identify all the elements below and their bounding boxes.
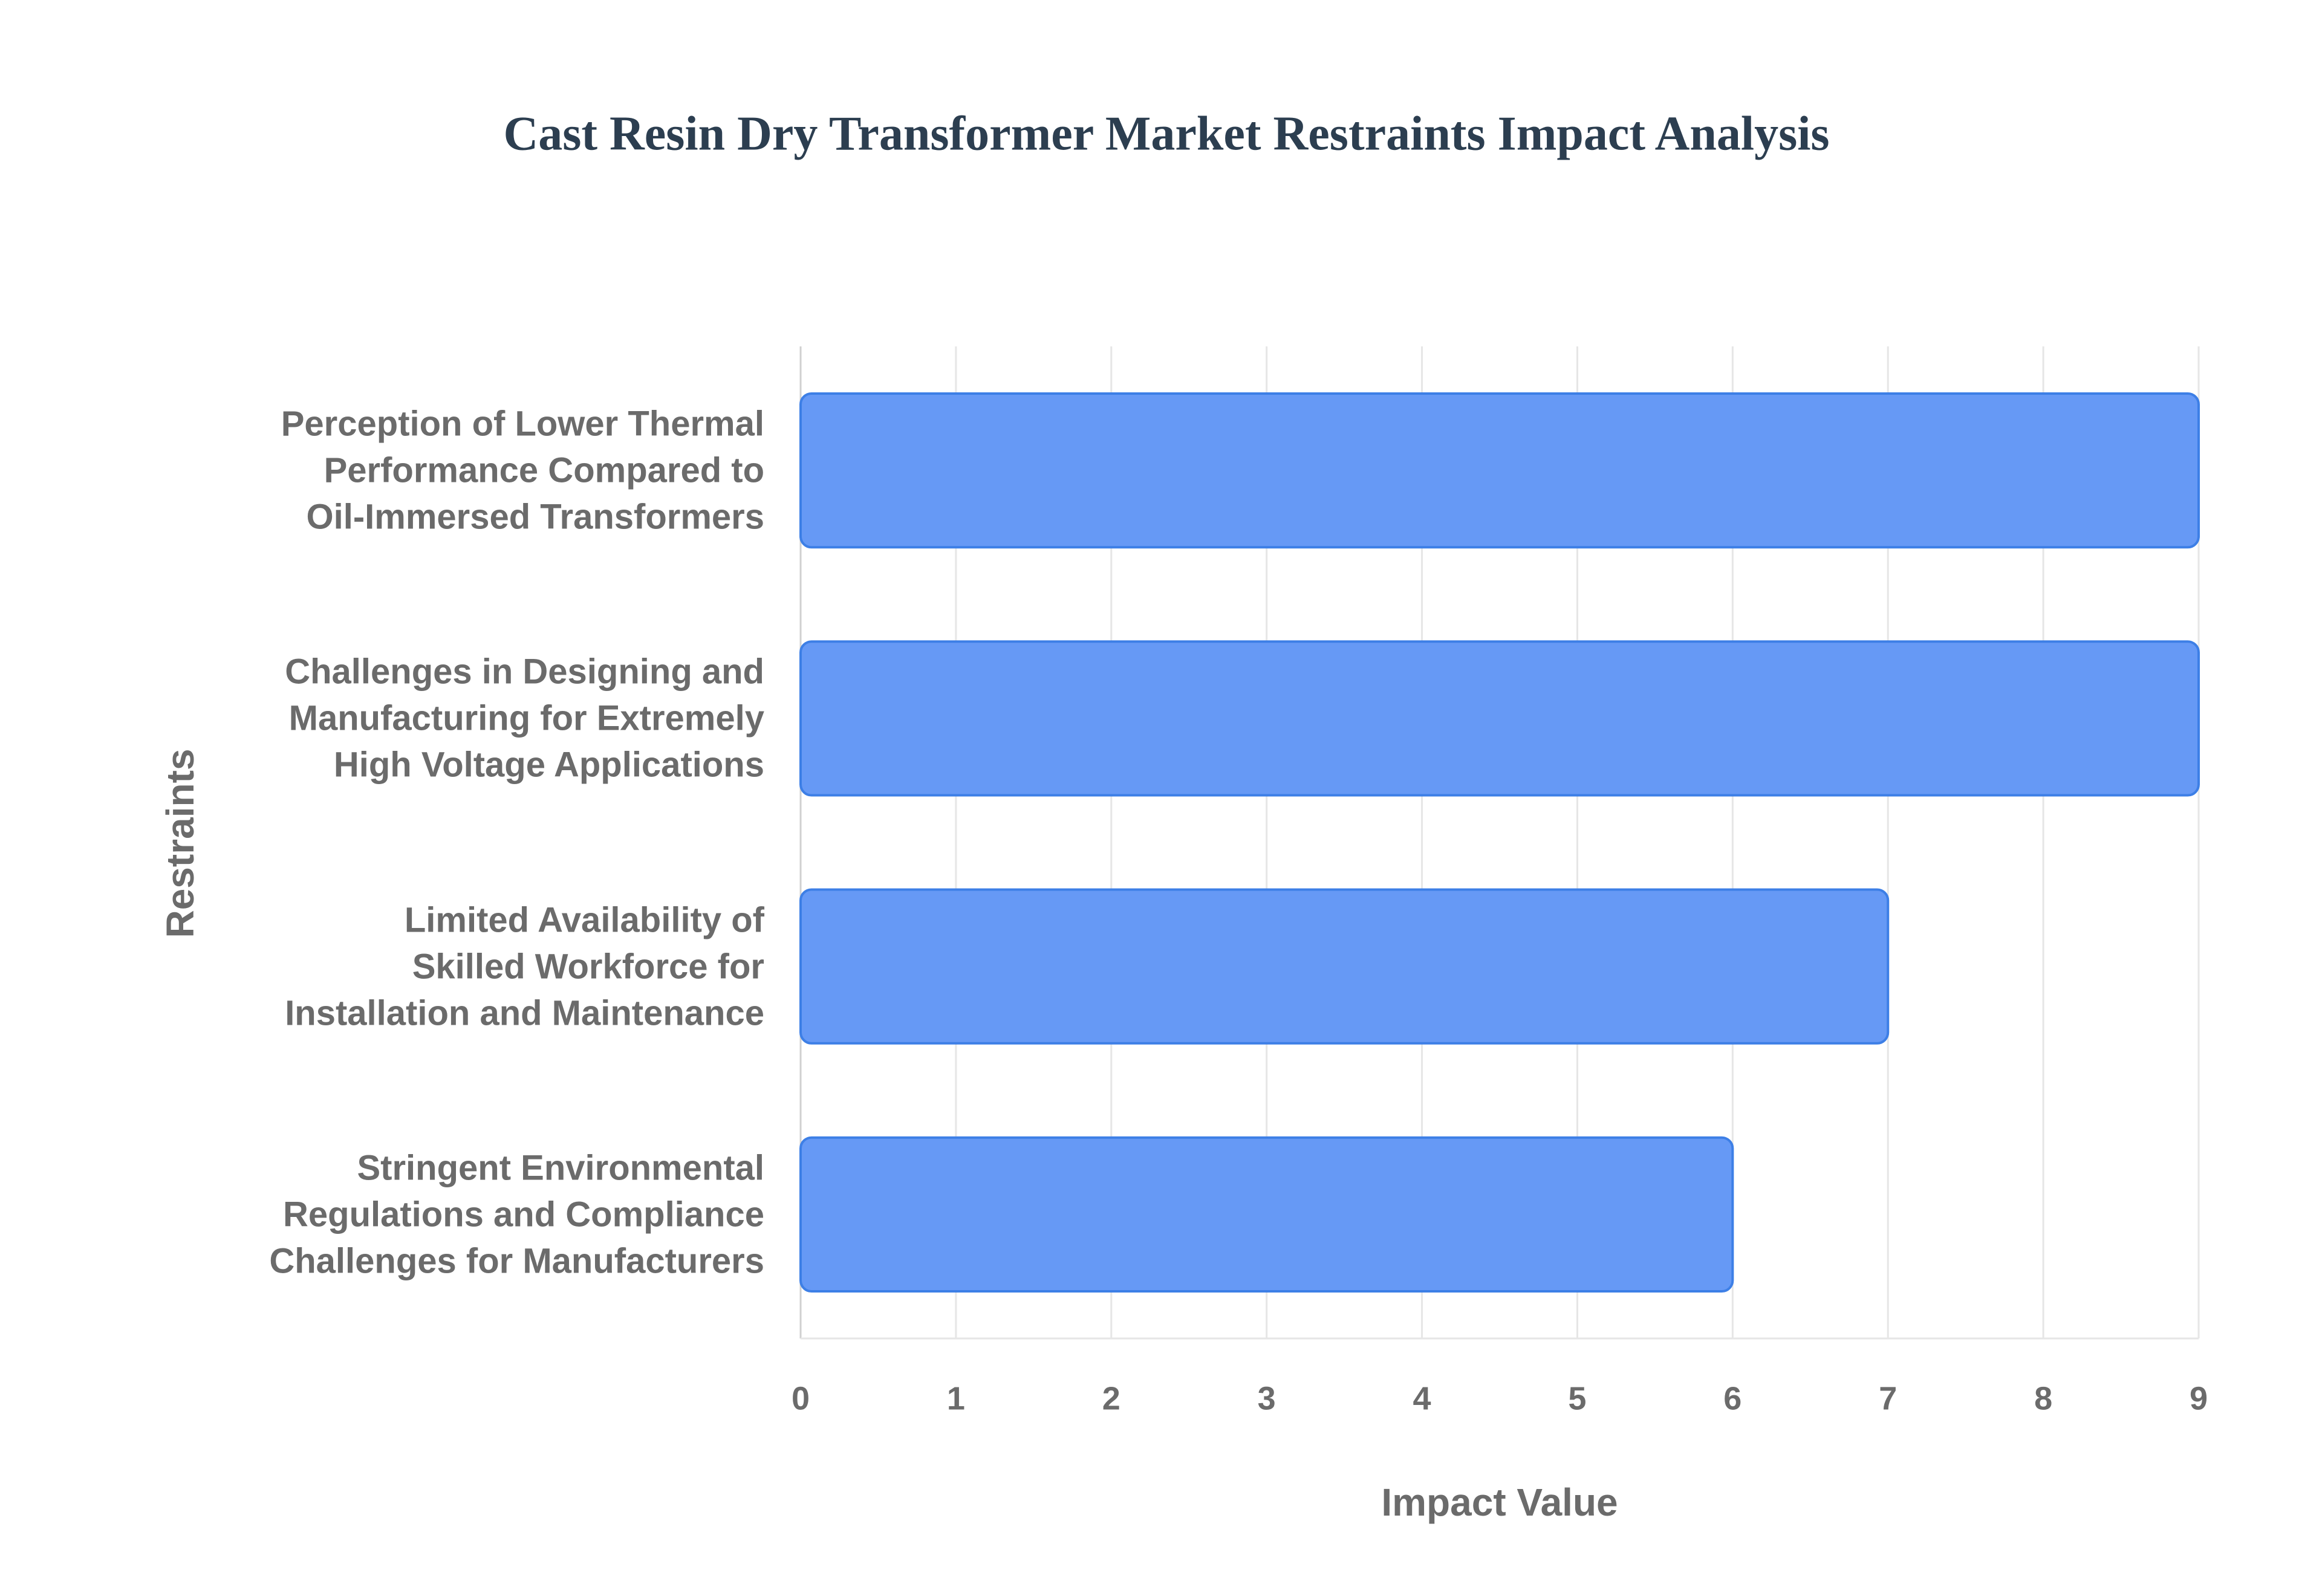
x-tick-label: 5	[1568, 1380, 1586, 1416]
x-tick-label: 1	[947, 1380, 965, 1416]
x-tick-label: 9	[2190, 1380, 2208, 1416]
y-axis-title: Restraints	[158, 749, 202, 938]
bar	[799, 640, 2200, 797]
x-tick-label: 8	[2034, 1380, 2052, 1416]
bar	[799, 392, 2200, 549]
bar	[799, 1136, 1734, 1293]
x-tick-label: 0	[792, 1380, 810, 1416]
x-axis-title: Impact Value	[1381, 1481, 1618, 1524]
y-tick-label: Perception of Lower Thermal Performance …	[281, 404, 764, 537]
x-tick-label: 6	[1723, 1380, 1742, 1416]
x-tick-label: 2	[1102, 1380, 1120, 1416]
x-tick-label: 3	[1258, 1380, 1276, 1416]
chart-title: Cast Resin Dry Transformer Market Restra…	[503, 107, 1829, 160]
bar	[799, 888, 1890, 1045]
y-tick-label: Challenges in Designing and Manufacturin…	[285, 652, 764, 785]
x-tick-label: 7	[1879, 1380, 1897, 1416]
y-tick-label: Stringent Environmental Regulations and …	[269, 1148, 764, 1281]
x-tick-label: 4	[1413, 1380, 1431, 1416]
y-tick-label: Limited Availability of Skilled Workforc…	[285, 900, 764, 1033]
